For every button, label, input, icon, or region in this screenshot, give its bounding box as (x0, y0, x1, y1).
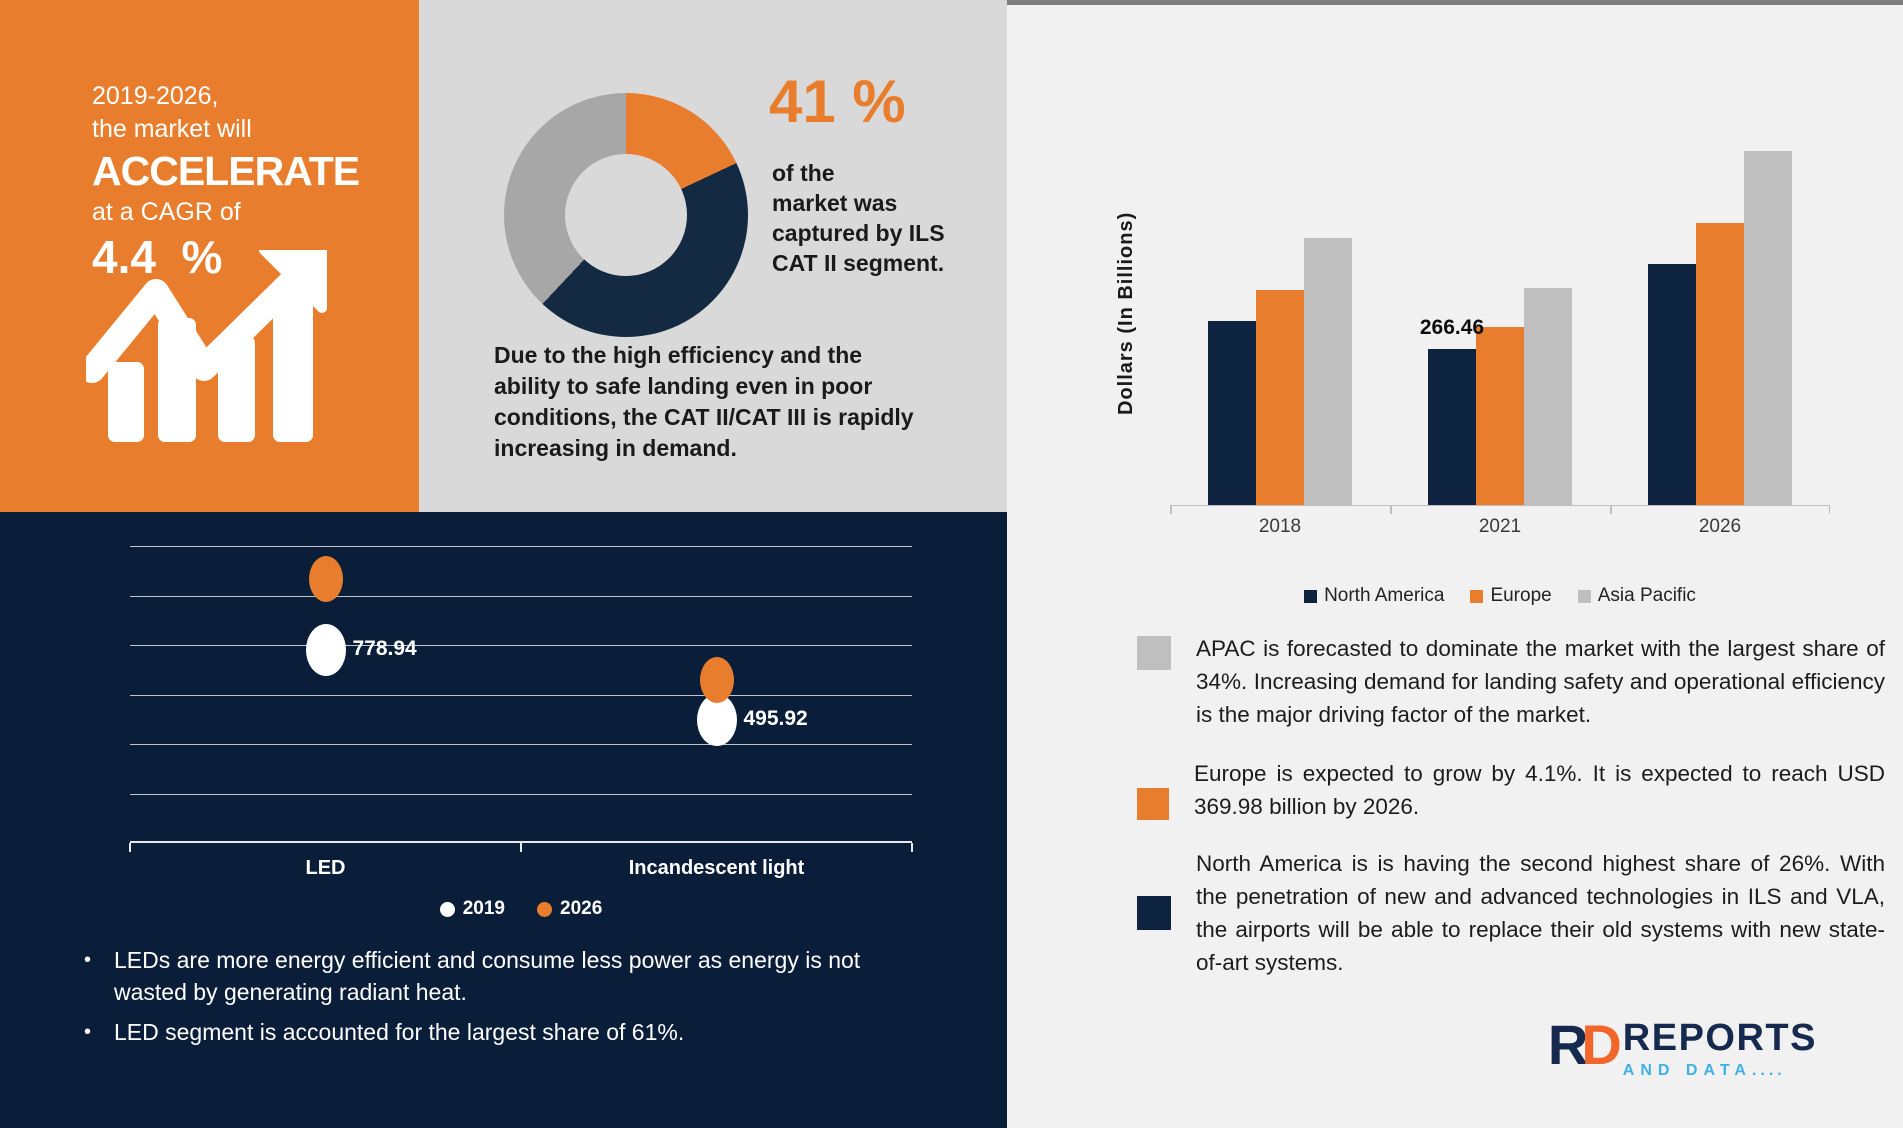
cat2-share-value: 41 % (769, 68, 906, 135)
legend-square-icon (1470, 589, 1484, 603)
cagr-line2: the market will (92, 115, 252, 143)
axis-tick (1390, 506, 1392, 514)
apac-note-text: APAC is forecasted to dominate the marke… (1196, 636, 1885, 727)
x-label-led: LED (305, 857, 346, 879)
accelerate-title: ACCELERATE (92, 148, 360, 194)
bar-North America-2018 (1208, 321, 1256, 505)
bullet-dot-icon: • (84, 1021, 92, 1043)
led-bullet-list: • LEDs are more energy efficient and cons… (84, 944, 900, 1056)
axis-tick (129, 843, 131, 852)
legend-item-Asia Pacific: Asia Pacific (1577, 585, 1696, 607)
dot-2019-LED (305, 624, 346, 677)
dot-2019-Incandescent light (696, 694, 737, 747)
led-dot-chart: 778.94 495.92 (129, 546, 913, 852)
led-chart-x-labels: LED Incandescent light (130, 857, 912, 880)
legend-square-icon (1304, 589, 1318, 603)
bar-North America-2021 (1428, 349, 1476, 505)
led-chart-legend: 2019 2026 (130, 898, 912, 920)
note-apac: APAC is forecasted to dominate the marke… (1137, 632, 1885, 731)
dot-2026-Incandescent light (699, 656, 734, 703)
gridline (130, 595, 912, 597)
cagr-panel: 2019-2026, the market will ACCELERATE at… (0, 0, 419, 512)
legend-dot-icon (439, 901, 455, 917)
bar-Asia Pacific-2026 (1744, 150, 1792, 505)
bar-chart-y-axis-label: Dollars (In Billions) (1115, 211, 1137, 415)
cat2-share-caption: of the market was captured by ILS CAT II… (772, 160, 945, 276)
bar-Europe-2026 (1696, 222, 1744, 505)
logo-text: REPORTS AND DATA.... (1622, 1017, 1817, 1080)
legend-item-2026: 2026 (537, 898, 602, 920)
led-bullet-1: • LEDs are more energy efficient and cons… (84, 944, 900, 1008)
cagr-line4: at a CAGR of (92, 198, 241, 226)
note-europe: Europe is expected to grow by 4.1%. It i… (1137, 757, 1885, 823)
bar-group-2021: 266.46 (1390, 120, 1610, 505)
donut-hole (565, 154, 687, 276)
bar-group-2018 (1170, 120, 1390, 505)
axis-tick (911, 843, 913, 852)
bar-data-label: 266.46 (1419, 316, 1485, 340)
reports-and-data-logo: RD REPORTS AND DATA.... (1547, 1013, 1817, 1080)
bar-group-2026 (1610, 120, 1830, 505)
logo-rd-icon: RD (1547, 1013, 1622, 1077)
led-bullet-2: • LED segment is accounted for the larges… (84, 1016, 900, 1048)
dot-value-label: 495.92 (743, 707, 808, 731)
axis-tick (1170, 506, 1172, 514)
legend-item-2019: 2019 (439, 898, 505, 920)
bullet-dot-icon: • (84, 949, 92, 971)
gridline (130, 694, 912, 696)
logo-name: REPORTS (1622, 1017, 1817, 1060)
apac-legend-square (1137, 636, 1171, 670)
cagr-period: 2019-2026, (92, 82, 219, 110)
north-america-legend-square (1137, 896, 1171, 930)
note-north-america: North America is is having the second hi… (1137, 847, 1885, 979)
legend-dot-icon (537, 901, 552, 917)
bar-chart-legend: North America Europe Asia Pacific (1170, 585, 1830, 607)
donut-chart (504, 93, 748, 337)
bar-chart-x-labels: 2018 2021 2026 (1170, 516, 1830, 538)
logo-tagline: AND DATA.... (1622, 1062, 1786, 1079)
bar-Europe-2021 (1476, 326, 1524, 505)
cat2-paragraph: Due to the high efficiency and the abili… (494, 342, 914, 461)
europe-legend-square (1137, 788, 1169, 820)
north-america-note-text: North America is is having the second hi… (1196, 851, 1885, 975)
dot-2026-LED (308, 556, 343, 603)
legend-item-Europe: Europe (1470, 585, 1552, 607)
cagr-text-block: 2019-2026, the market will ACCELERATE at… (92, 80, 360, 285)
gridline (130, 744, 912, 745)
x-label-2018: 2018 (1258, 516, 1302, 537)
x-label-incandescent: Incandescent light (628, 857, 805, 879)
regional-notes: APAC is forecasted to dominate the marke… (1137, 632, 1885, 979)
bar-North America-2026 (1648, 264, 1696, 505)
bar-Europe-2018 (1256, 290, 1304, 505)
growth-chart-arrow-icon (86, 250, 327, 442)
gridline (130, 546, 912, 547)
dot-value-label: 778.94 (352, 637, 417, 661)
axis-tick (520, 843, 522, 852)
x-label-2026: 2026 (1698, 516, 1742, 537)
cagr-value: 4.4 % (92, 231, 223, 283)
axis-tick (1828, 506, 1830, 514)
europe-note-text: Europe is expected to grow by 4.1%. It i… (1194, 761, 1885, 819)
axis-tick (1610, 506, 1612, 514)
regional-bar-chart: 266.46 (1170, 120, 1830, 514)
legend-item-North America: North America (1304, 585, 1444, 607)
bar-Asia Pacific-2018 (1304, 237, 1352, 505)
regional-panel: Dollars (In Billions) 266.46 2018 2021 202… (1007, 0, 1903, 1128)
cat2-panel: 41 % of the market was captured by ILS C… (419, 0, 1007, 512)
led-panel: 778.94 495.92 LED Incandescent light 2019… (0, 512, 1007, 1128)
gridline (130, 793, 912, 795)
legend-square-icon (1577, 589, 1591, 603)
bar-Asia Pacific-2021 (1524, 288, 1572, 505)
top-divider (1007, 0, 1903, 5)
x-label-2021: 2021 (1478, 516, 1522, 537)
gridline (130, 645, 912, 646)
